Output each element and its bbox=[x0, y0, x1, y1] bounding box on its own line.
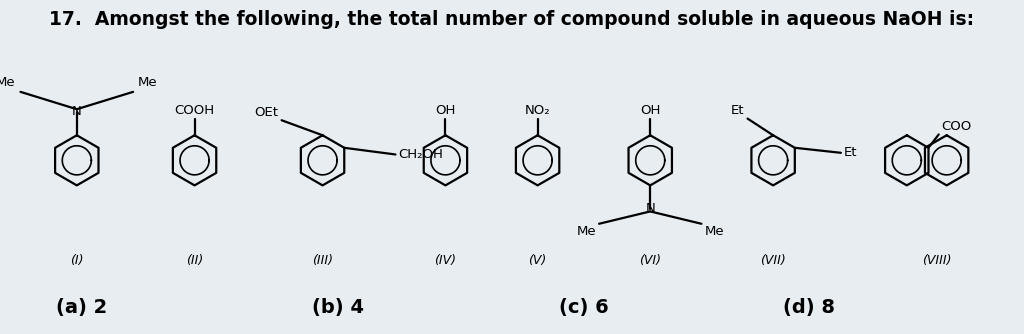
Text: COOH: COOH bbox=[174, 104, 215, 117]
Text: (VII): (VII) bbox=[760, 254, 786, 267]
Text: Me: Me bbox=[138, 76, 158, 89]
Text: (I): (I) bbox=[70, 254, 84, 267]
Text: (c) 6: (c) 6 bbox=[559, 298, 608, 317]
Text: NO₂: NO₂ bbox=[524, 104, 551, 117]
Text: COO: COO bbox=[941, 120, 971, 133]
Text: Me: Me bbox=[577, 225, 596, 238]
Text: N: N bbox=[645, 202, 655, 215]
Text: OH: OH bbox=[435, 104, 456, 117]
Text: N: N bbox=[72, 106, 82, 118]
Text: (a) 2: (a) 2 bbox=[56, 298, 108, 317]
Text: Et: Et bbox=[844, 146, 857, 159]
Text: Et: Et bbox=[731, 104, 744, 117]
Text: OH: OH bbox=[640, 104, 660, 117]
Text: (VI): (VI) bbox=[639, 254, 662, 267]
Text: CH₂OH: CH₂OH bbox=[398, 148, 443, 161]
Text: 17.  Amongst the following, the total number of compound soluble in aqueous NaOH: 17. Amongst the following, the total num… bbox=[49, 10, 975, 29]
Text: (V): (V) bbox=[528, 254, 547, 267]
Text: (d) 8: (d) 8 bbox=[783, 298, 835, 317]
Text: (II): (II) bbox=[186, 254, 203, 267]
Text: Me: Me bbox=[705, 225, 724, 238]
Text: (VIII): (VIII) bbox=[923, 254, 951, 267]
Text: Me: Me bbox=[0, 76, 15, 89]
Text: (b) 4: (b) 4 bbox=[312, 298, 364, 317]
Text: OEt: OEt bbox=[255, 106, 279, 119]
Text: (IV): (IV) bbox=[434, 254, 457, 267]
Text: (III): (III) bbox=[312, 254, 333, 267]
